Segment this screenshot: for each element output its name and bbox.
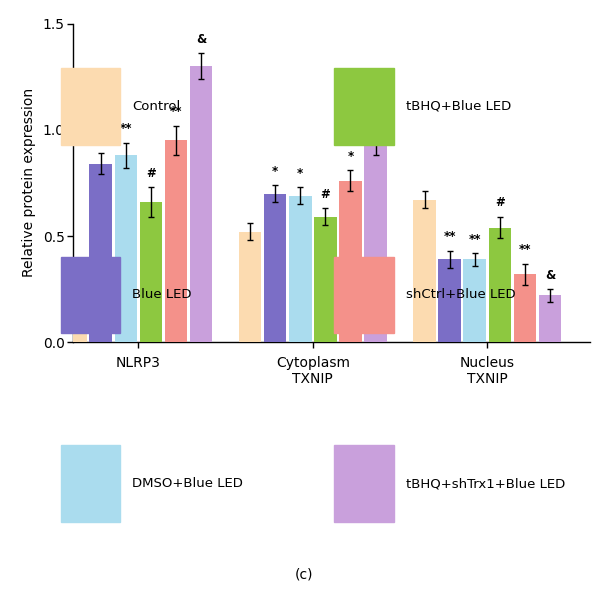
Bar: [165, 140, 187, 342]
Bar: [539, 296, 561, 342]
Text: #: #: [320, 188, 330, 201]
Text: DMSO+Blue LED: DMSO+Blue LED: [133, 477, 243, 490]
Text: tBHQ+shTrx1+Blue LED: tBHQ+shTrx1+Blue LED: [406, 477, 565, 490]
Text: **: **: [443, 231, 456, 244]
Bar: [514, 274, 536, 342]
Text: *: *: [272, 165, 278, 178]
Text: *: *: [347, 150, 354, 163]
Bar: [64, 276, 87, 342]
Text: **: **: [94, 133, 107, 146]
Text: **: **: [170, 105, 182, 118]
Text: &: &: [370, 114, 381, 127]
Text: Blue LED: Blue LED: [133, 289, 192, 301]
Text: #: #: [495, 196, 505, 209]
Text: tBHQ+Blue LED: tBHQ+Blue LED: [406, 100, 511, 113]
Bar: [289, 196, 311, 342]
Text: (c): (c): [295, 567, 313, 581]
Bar: [114, 155, 137, 342]
Text: shCtrl+Blue LED: shCtrl+Blue LED: [406, 289, 516, 301]
Bar: [463, 260, 486, 342]
Bar: [190, 66, 212, 342]
Text: #: #: [146, 167, 156, 180]
Y-axis label: Relative protein expression: Relative protein expression: [22, 88, 36, 277]
Bar: [264, 194, 286, 342]
Bar: [488, 228, 511, 342]
Bar: [413, 200, 436, 342]
Bar: [364, 145, 387, 342]
Bar: [314, 217, 337, 342]
Text: &: &: [196, 33, 206, 46]
Text: **: **: [469, 232, 481, 245]
Text: **: **: [519, 243, 531, 256]
Text: &: &: [545, 268, 555, 281]
Bar: [438, 260, 461, 342]
Bar: [89, 164, 112, 342]
Text: *: *: [297, 167, 303, 180]
Bar: [239, 232, 261, 342]
Bar: [140, 202, 162, 342]
Bar: [339, 181, 362, 342]
Text: Control: Control: [133, 100, 181, 113]
Text: **: **: [120, 122, 132, 135]
